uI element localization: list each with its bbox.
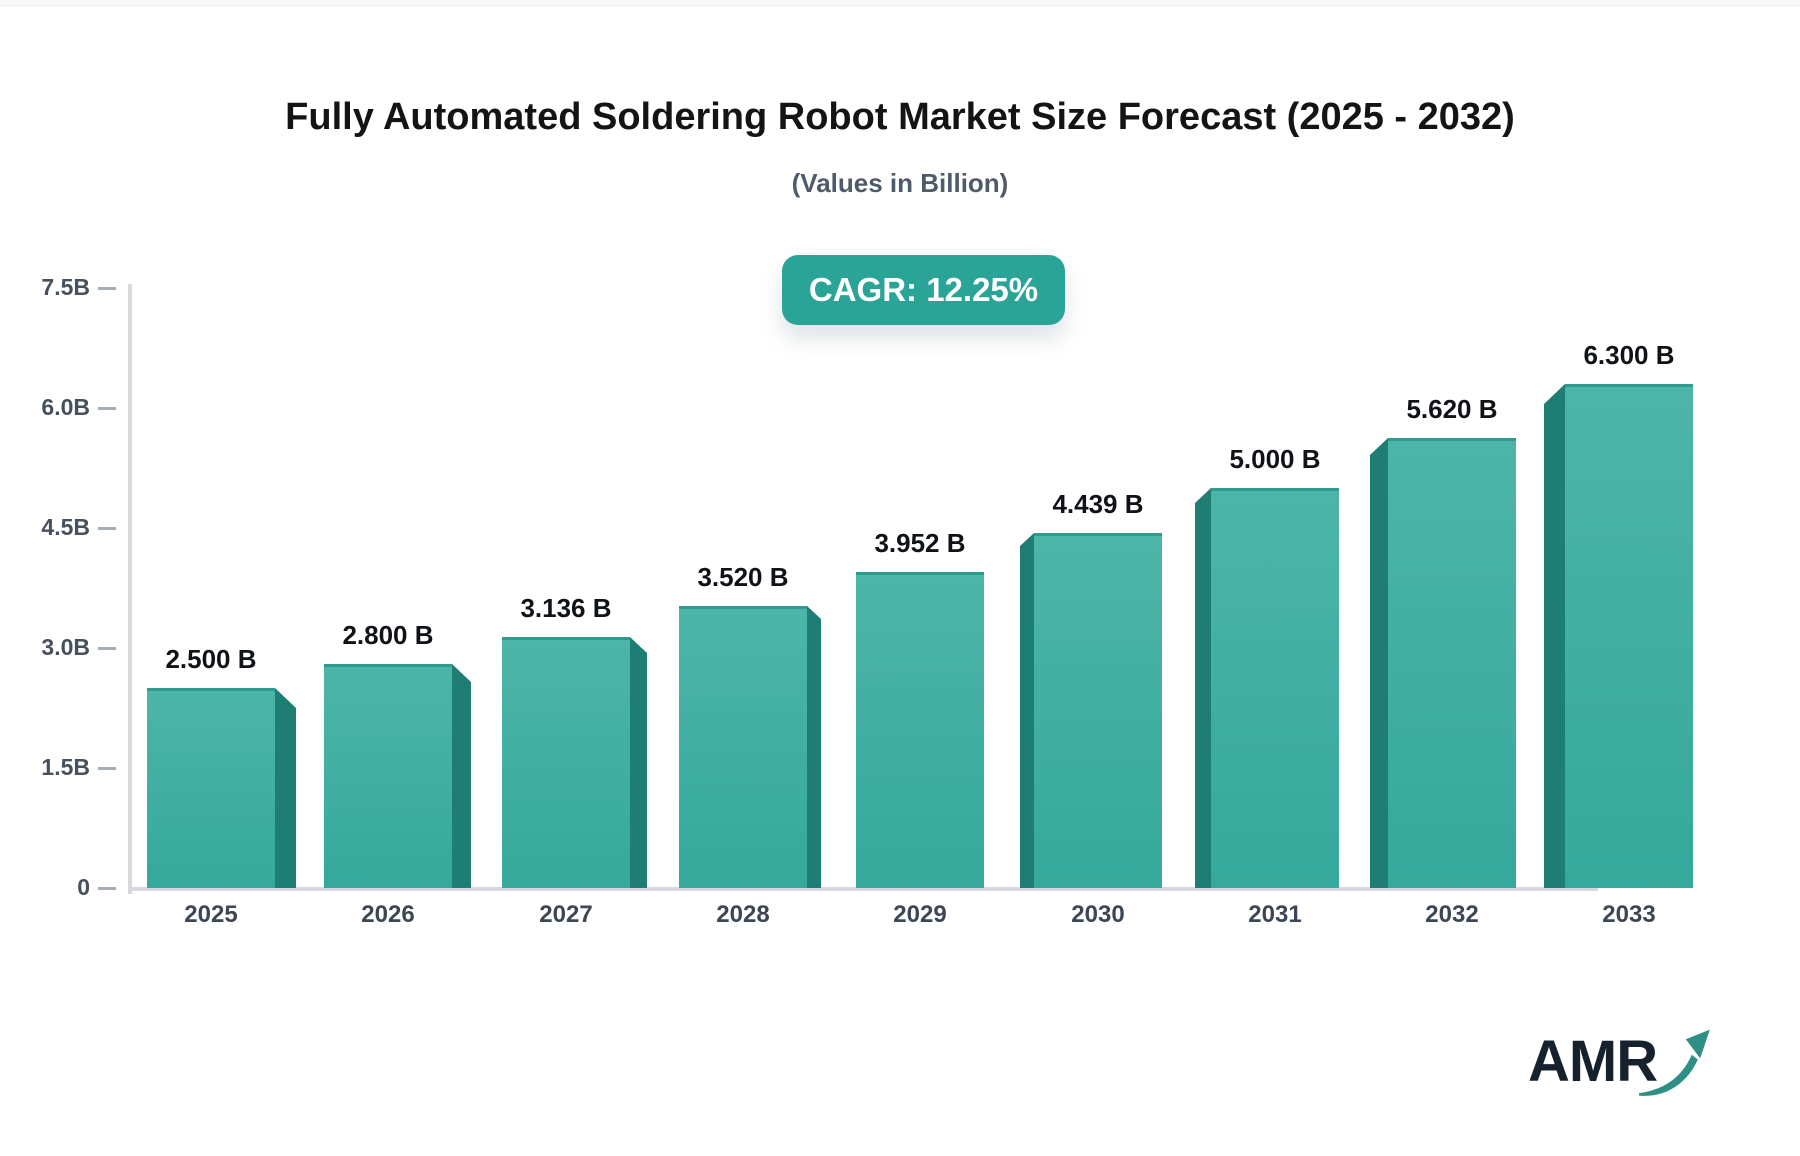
y-axis-tick [98, 887, 116, 890]
bar-value-label-2031: 5.000 B [1229, 444, 1321, 474]
bar-side-panel-2025 [275, 688, 296, 888]
bar-side-panel-2026 [452, 664, 471, 888]
bar-value-label-2028: 3.520 B [697, 562, 789, 592]
bar-value-label-2027: 3.136 B [520, 593, 612, 623]
bar-top-edge [502, 637, 630, 640]
bar-2027 [502, 637, 630, 888]
bar-top-edge [679, 606, 807, 609]
y-axis-tick [98, 407, 116, 410]
y-axis-tick-label: 0 [77, 874, 90, 900]
y-axis-tick [98, 527, 116, 530]
y-axis-tick-label: 6.0B [41, 394, 90, 420]
trending-up-arrow-icon [1639, 1029, 1710, 1096]
cagr-badge: CAGR: 12.25% [782, 255, 1065, 325]
x-axis-label-2033: 2033 [1602, 901, 1656, 928]
bar-2033 [1565, 384, 1693, 888]
bar-2031 [1211, 488, 1339, 888]
bar-value-label-2026: 2.800 B [342, 620, 434, 650]
x-axis-line [128, 887, 1598, 891]
y-axis-tick [98, 647, 116, 650]
y-axis-tick-label: 1.5B [41, 754, 90, 780]
x-axis-label-2027: 2027 [539, 901, 593, 928]
bar-2030 [1034, 533, 1162, 888]
x-axis-label-2029: 2029 [893, 901, 947, 928]
bar-side-panel-2028 [807, 606, 821, 888]
bar-top-edge [856, 572, 984, 575]
x-axis-label-2031: 2031 [1248, 901, 1302, 928]
bar-top-edge [147, 688, 275, 691]
x-axis-label-2025: 2025 [184, 901, 238, 928]
bar-value-label-2033: 6.300 B [1583, 340, 1675, 370]
bar-side-panel-2031 [1195, 488, 1211, 888]
bar-2028 [679, 606, 807, 888]
y-axis-tick [98, 767, 116, 770]
x-axis-label-2030: 2030 [1071, 901, 1125, 928]
chart-title: Fully Automated Soldering Robot Market S… [285, 96, 1515, 138]
amr-logo: AMR [1528, 1022, 1713, 1102]
bar-2029 [856, 572, 984, 888]
bar-top-edge [1388, 438, 1516, 441]
y-axis-tick [98, 287, 116, 290]
bar-2025 [147, 688, 275, 888]
x-axis-label-2032: 2032 [1425, 901, 1479, 928]
bar-top-edge [1211, 488, 1339, 491]
bar-value-label-2032: 5.620 B [1406, 394, 1498, 424]
bar-value-label-2030: 4.439 B [1052, 489, 1144, 519]
bar-top-edge [324, 664, 452, 667]
bar-top-edge [1034, 533, 1162, 536]
amr-logo-text: AMR [1528, 1029, 1658, 1094]
y-axis-line [128, 284, 132, 894]
bar-2032 [1388, 438, 1516, 888]
page-top-border [0, 0, 1800, 6]
bar-side-panel-2033 [1544, 384, 1565, 888]
bar-side-panel-2027 [630, 637, 647, 888]
y-axis-tick-label: 3.0B [41, 634, 90, 660]
bar-top-edge [1565, 384, 1693, 387]
x-axis-label-2026: 2026 [361, 901, 415, 928]
chart-subtitle: (Values in Billion) [791, 168, 1009, 198]
x-axis-label-2028: 2028 [716, 901, 770, 928]
cagr-badge-label: CAGR: 12.25% [808, 271, 1039, 308]
bar-value-label-2025: 2.500 B [165, 644, 257, 674]
bar-side-panel-2032 [1370, 438, 1388, 888]
bar-side-panel-2030 [1020, 533, 1034, 888]
y-axis-tick-label: 4.5B [41, 514, 90, 540]
bar-value-label-2029: 3.952 B [874, 528, 966, 558]
y-axis-tick-label: 7.5B [41, 274, 90, 300]
bar-2026 [324, 664, 452, 888]
